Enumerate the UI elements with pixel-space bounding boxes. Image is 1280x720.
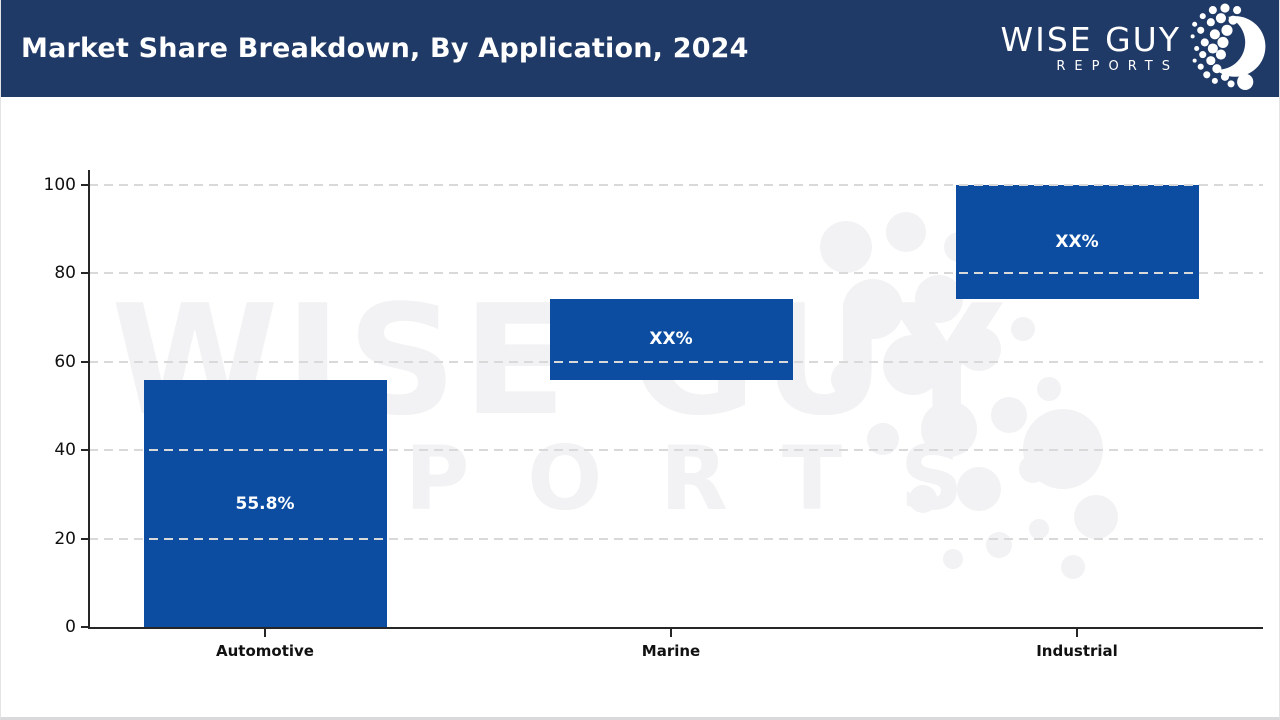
bar-automotive [143, 380, 387, 627]
y-tick-mark [81, 184, 89, 186]
logo-title-text: WISE GUY [1000, 20, 1181, 60]
x-tick-mark [264, 629, 266, 637]
gridline-40 [89, 449, 1263, 452]
y-tick-label: 60 [54, 351, 76, 372]
y-tick-mark [81, 272, 89, 275]
x-category-label: Automotive [216, 642, 314, 660]
x-tick-mark [670, 629, 672, 637]
y-tick-label: 0 [65, 617, 76, 637]
logo-wordmark: WISE GUY REPORTS [1000, 23, 1181, 74]
gridline-100 [89, 184, 1263, 186]
x-tick-mark [1076, 629, 1078, 637]
chart-area: WISE GUY REPORTS 02040608010055.8%Automo… [1, 97, 1279, 717]
bar-marine [549, 298, 793, 381]
gridline-60 [89, 360, 1263, 363]
bar-value-label: 55.8% [235, 493, 295, 514]
x-category-label: Industrial [1036, 642, 1118, 660]
gridline-80 [89, 272, 1263, 275]
y-tick-mark [81, 537, 89, 540]
y-tick-label: 20 [54, 528, 76, 549]
logo-head-icon [1190, 3, 1266, 90]
y-tick-label: 80 [54, 263, 76, 284]
y-tick-mark [81, 360, 89, 363]
x-axis-spine [88, 627, 1263, 629]
bar-value-label: XX% [1055, 231, 1099, 252]
gridline-20 [89, 537, 1263, 540]
wiseguy-logo: WISE GUY REPORTS [1000, 2, 1269, 95]
bar-value-label: XX% [649, 329, 693, 350]
logo-subtitle-text: REPORTS [1056, 58, 1179, 74]
y-tick-label: 100 [43, 175, 76, 195]
y-tick-label: 40 [54, 440, 76, 461]
y-tick-mark [81, 449, 89, 452]
page-title: Market Share Breakdown, By Application, … [21, 33, 749, 64]
header-bar: Market Share Breakdown, By Application, … [1, 0, 1279, 97]
x-category-label: Marine [641, 642, 701, 660]
y-axis-spine [88, 170, 90, 629]
y-tick-mark [81, 626, 89, 628]
